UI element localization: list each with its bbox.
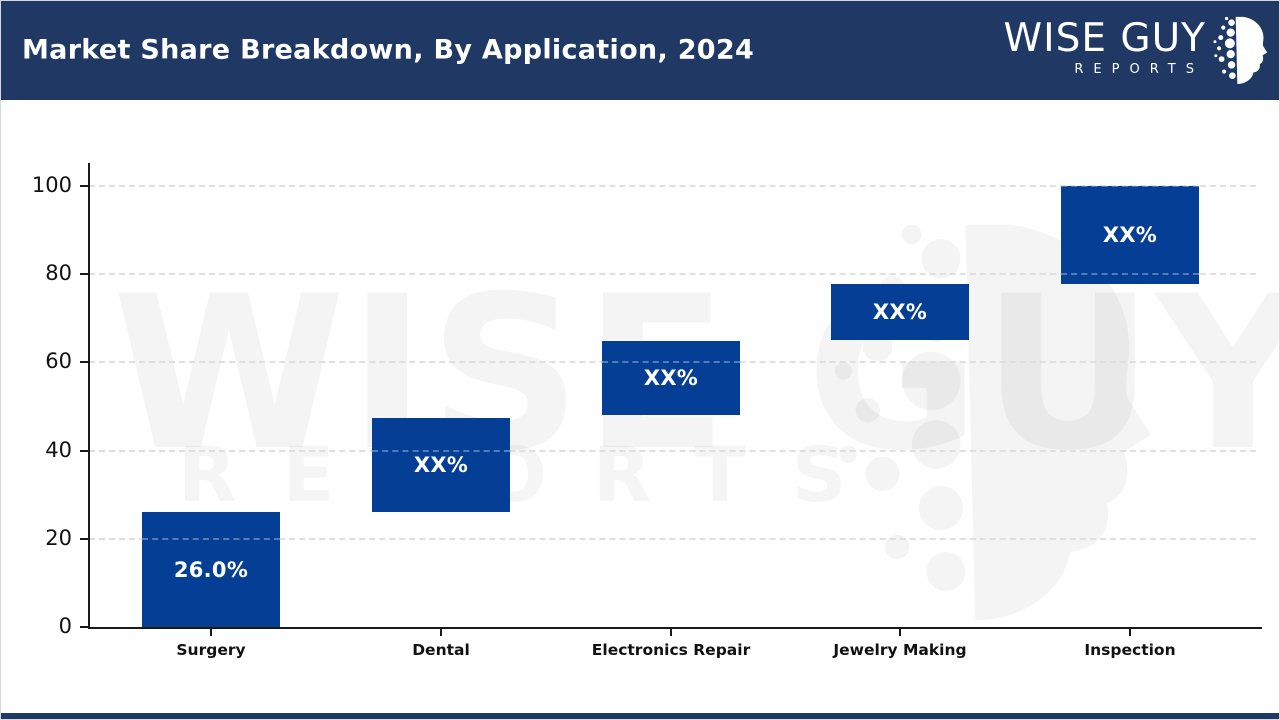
logo-wiseguy-label: WISE GUY: [1003, 16, 1206, 61]
gridline-80: [89, 273, 1256, 276]
y-tick-label-80: 80: [45, 261, 72, 286]
x-category-label: Electronics Repair: [591, 641, 751, 659]
x-axis-spine: [88, 627, 1262, 629]
x-tick-2: [670, 629, 672, 636]
y-tick-20: [80, 537, 88, 540]
x-category-label: Jewelry Making: [833, 641, 967, 659]
bar-gridline-overlay: [142, 537, 280, 540]
bar-electronics-repair: XX%: [602, 341, 740, 416]
y-tick-0: [80, 626, 88, 628]
header-bar: Market Share Breakdown, By Application, …: [0, 0, 1280, 100]
footer-bar: [0, 713, 1280, 720]
bar-value-label: XX%: [413, 452, 469, 477]
page-title: Market Share Breakdown, By Application, …: [22, 34, 755, 66]
gridline-40: [89, 449, 1256, 452]
y-tick-80: [80, 273, 88, 276]
logo-text: WISE GUY REPORTS: [1003, 16, 1206, 78]
gridline-20: [89, 537, 1256, 540]
x-tick-3: [899, 629, 901, 636]
bar-inspection: XX%: [1061, 186, 1199, 284]
logo-face-icon: [1213, 16, 1268, 84]
y-tick-60: [80, 361, 88, 364]
bar-jewelry-making: XX%: [831, 283, 969, 341]
y-axis-spine: [88, 163, 90, 629]
y-tick-40: [80, 449, 88, 452]
x-tick-1: [440, 629, 442, 636]
y-tick-label-60: 60: [45, 349, 72, 374]
logo-reports-label: REPORTS: [1074, 62, 1204, 77]
y-tick-label-100: 100: [31, 173, 72, 197]
bar-dental: XX%: [372, 417, 510, 513]
bar-value-label: XX%: [872, 300, 928, 325]
bar-gridline-overlay: [602, 361, 740, 364]
bar-gridline-overlay: [1061, 186, 1199, 187]
y-tick-label-40: 40: [45, 437, 72, 462]
gridline-100: [89, 185, 1256, 187]
bar-gridline-overlay: [372, 449, 510, 452]
x-category-label: Surgery: [176, 641, 246, 659]
bar-value-label: 26.0%: [173, 557, 249, 582]
wise-guy-logo: WISE GUY REPORTS: [1003, 6, 1268, 94]
y-tick-label-20: 20: [45, 525, 72, 550]
bar-surgery: 26.0%: [142, 512, 280, 627]
y-tick-100: [80, 185, 88, 187]
bar-value-label: XX%: [1102, 222, 1158, 247]
bar-value-label: XX%: [643, 366, 699, 391]
x-category-label: Inspection: [1084, 641, 1176, 659]
bar-gridline-overlay: [1061, 273, 1199, 276]
x-category-label: Dental: [412, 641, 470, 659]
x-tick-4: [1129, 629, 1131, 636]
x-tick-0: [210, 629, 212, 636]
y-tick-label-0: 0: [58, 614, 72, 638]
